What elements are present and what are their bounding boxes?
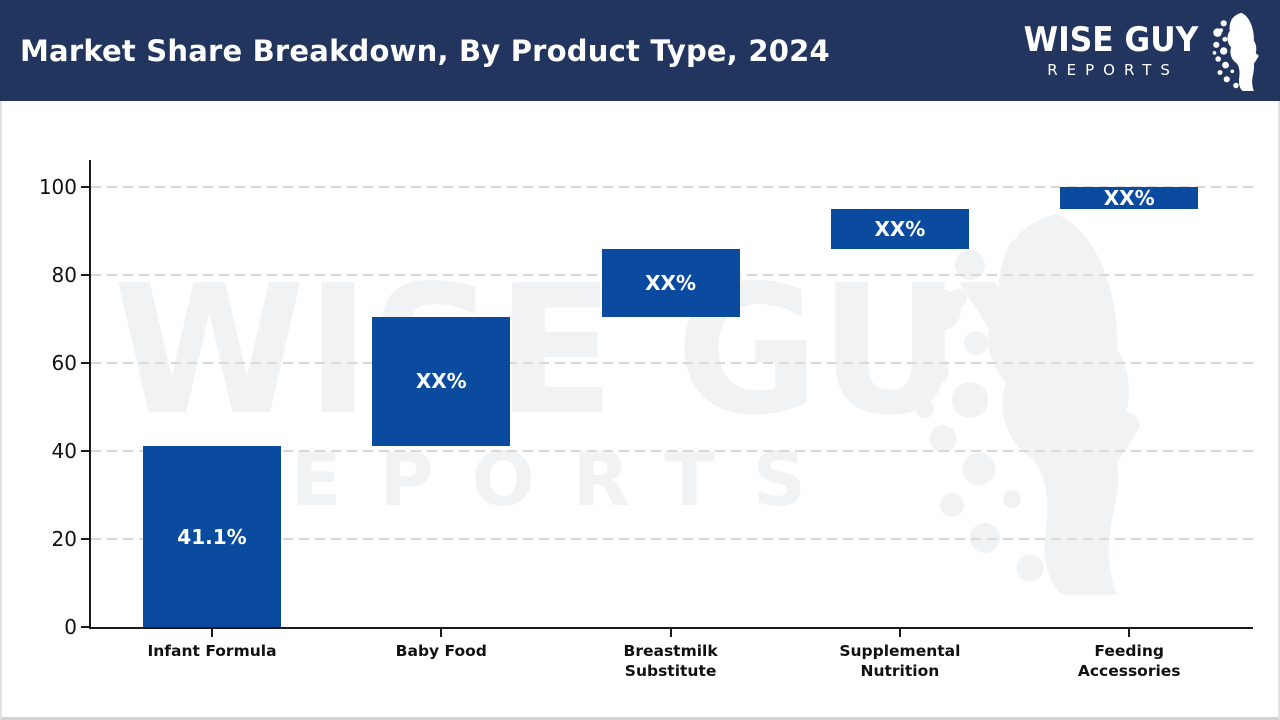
brand-logo: WISE GUY REPORTS xyxy=(1016,11,1280,91)
y-tick-label-20: 20 xyxy=(51,527,77,551)
gridline-20 xyxy=(91,538,1253,540)
x-category-label-line: Feeding xyxy=(1094,642,1164,660)
y-tick-label-100: 100 xyxy=(38,175,77,199)
bar-feeding-accessories: XX% xyxy=(1060,186,1199,210)
x-tick-feeding-accessories xyxy=(1128,629,1131,637)
x-tick-infant-formula xyxy=(211,629,213,637)
bar-infant-formula: 41.1% xyxy=(143,446,281,627)
y-tick-label-60: 60 xyxy=(51,351,77,375)
bar-value-label-breastmilk-substitute: XX% xyxy=(645,270,697,295)
y-tick-20 xyxy=(81,538,89,540)
bar-value-label-feeding-accessories: XX% xyxy=(1103,186,1155,210)
bar-breastmilk-substitute: XX% xyxy=(601,248,740,317)
gridline-100 xyxy=(91,186,1253,188)
x-category-label-baby-food: Baby Food xyxy=(331,641,551,661)
brand-subtitle: REPORTS xyxy=(1047,61,1179,79)
x-category-label-line: Supplemental xyxy=(839,642,961,660)
x-category-label-line: Accessories xyxy=(1077,662,1181,680)
x-category-label-feeding-accessories: Feeding Accessories xyxy=(1019,641,1239,681)
header-bar: Market Share Breakdown, By Product Type,… xyxy=(0,0,1280,101)
x-tick-breastmilk-substitute xyxy=(669,629,672,637)
y-tick-0 xyxy=(81,626,89,628)
bar-baby-food: XX% xyxy=(372,316,511,447)
x-axis-line xyxy=(89,627,1253,629)
bar-supplemental-nutrition: XX% xyxy=(830,209,969,249)
x-category-label-breastmilk-substitute: Breastmilk Substitute xyxy=(561,641,781,681)
x-category-label-line: Substitute xyxy=(624,662,717,680)
y-tick-label-40: 40 xyxy=(51,439,77,463)
page-title: Market Share Breakdown, By Product Type,… xyxy=(20,33,830,68)
x-tick-baby-food xyxy=(440,629,443,637)
y-tick-60 xyxy=(81,362,89,364)
bar-value-label-infant-formula: 41.1% xyxy=(177,524,247,549)
x-category-label-line: Baby Food xyxy=(395,642,487,660)
watermark-head-icon xyxy=(916,214,1140,595)
y-tick-100 xyxy=(81,186,89,188)
bar-value-label-supplemental-nutrition: XX% xyxy=(874,216,926,241)
x-tick-supplemental-nutrition xyxy=(898,629,901,637)
y-tick-80 xyxy=(81,274,89,276)
y-tick-label-0: 0 xyxy=(64,615,77,639)
y-tick-40 xyxy=(81,450,89,452)
gridline-60 xyxy=(91,362,1253,364)
y-axis-line xyxy=(89,160,91,629)
x-category-label-line: Infant Formula xyxy=(147,642,277,660)
brand-head-icon xyxy=(1212,12,1259,91)
y-tick-label-80: 80 xyxy=(51,263,77,287)
watermark-text-line2: REPORTS xyxy=(195,437,845,523)
x-category-label-infant-formula: Infant Formula xyxy=(102,641,322,661)
brand-logo-text: WISE GUY REPORTS xyxy=(1016,23,1206,78)
bar-value-label-baby-food: XX% xyxy=(415,369,467,394)
gridline-40 xyxy=(91,450,1253,452)
x-category-label-line: Nutrition xyxy=(860,662,940,680)
x-category-label-supplemental-nutrition: Supplemental Nutrition xyxy=(790,641,1010,681)
brand-name: WISE GUY xyxy=(1023,20,1199,60)
x-category-label-line: Breastmilk xyxy=(623,642,718,660)
